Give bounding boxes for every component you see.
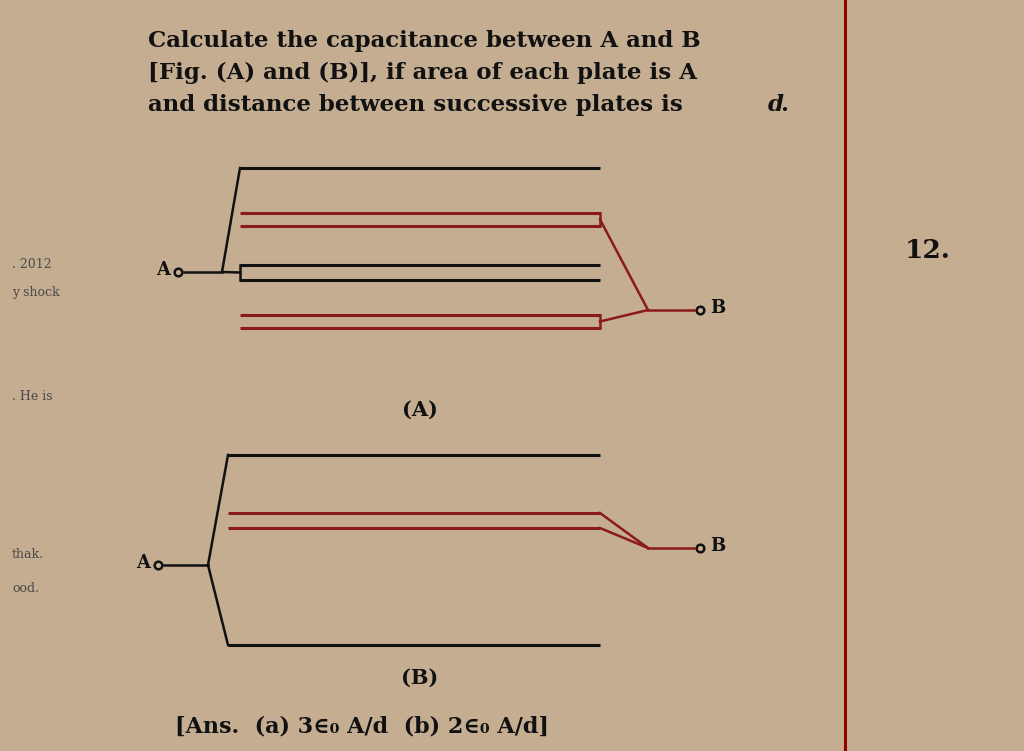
Text: [Fig. (A) and (B)], if area of each plate is A: [Fig. (A) and (B)], if area of each plat… <box>148 62 697 84</box>
Text: and distance between successive plates is: and distance between successive plates i… <box>148 94 691 116</box>
Text: . 2012: . 2012 <box>12 258 51 271</box>
Text: A: A <box>156 261 170 279</box>
Text: A: A <box>136 554 150 572</box>
Text: B: B <box>710 299 725 317</box>
Text: 12.: 12. <box>905 238 951 263</box>
Text: (B): (B) <box>401 668 438 688</box>
Text: (A): (A) <box>402 400 438 420</box>
Text: [Ans.  (a) 3∈₀ A/d  (b) 2∈₀ A/d]: [Ans. (a) 3∈₀ A/d (b) 2∈₀ A/d] <box>175 715 549 737</box>
Text: . He is: . He is <box>12 390 52 403</box>
Text: .: . <box>780 94 788 116</box>
Text: ood.: ood. <box>12 582 39 595</box>
Text: d: d <box>768 94 784 116</box>
Text: Calculate the capacitance between A and B: Calculate the capacitance between A and … <box>148 30 700 52</box>
Text: y shock: y shock <box>12 286 59 299</box>
Text: B: B <box>710 537 725 555</box>
Text: thak.: thak. <box>12 548 44 561</box>
